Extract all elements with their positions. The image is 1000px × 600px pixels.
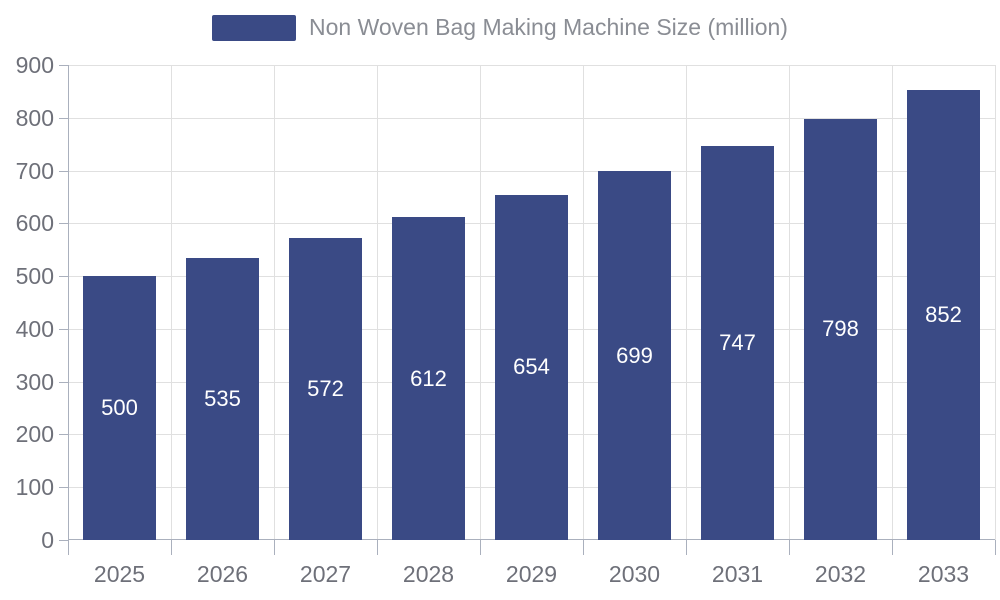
y-axis-tick-label: 0	[41, 527, 54, 553]
y-axis-tick	[59, 328, 68, 330]
bar-value-label: 535	[204, 385, 241, 411]
bar-value-label: 612	[410, 365, 447, 391]
y-axis-tick-label: 600	[15, 210, 54, 237]
x-axis-tick	[171, 540, 172, 555]
x-axis-tick	[274, 540, 275, 555]
y-axis-tick-label: 100	[15, 474, 54, 501]
x-axis-tick-label: 2029	[505, 561, 558, 587]
y-axis-tick	[59, 276, 68, 278]
y-axis-tick-label: 300	[15, 368, 54, 395]
y-axis-tick-label: 900	[15, 52, 54, 78]
x-axis-tick-label: 2030	[608, 561, 661, 587]
bar[interactable]: 699	[598, 171, 671, 540]
gridline-vertical	[686, 65, 687, 540]
y-axis-tick-label: 200	[15, 421, 54, 448]
x-axis-tick	[686, 540, 687, 555]
bar-value-label: 500	[101, 395, 138, 421]
legend-swatch	[212, 14, 297, 41]
gridline-horizontal	[68, 117, 995, 119]
bar-value-label: 654	[513, 354, 550, 380]
gridline-vertical	[377, 65, 378, 540]
y-axis-tick	[59, 65, 68, 66]
x-axis-tick	[892, 540, 893, 555]
x-axis-tick	[480, 540, 481, 555]
y-axis-tick	[59, 434, 68, 436]
y-axis-tick-label: 400	[15, 315, 54, 342]
gridline-vertical	[274, 65, 275, 540]
bar[interactable]: 572	[289, 238, 362, 540]
x-axis-tick	[377, 540, 378, 555]
gridline-vertical	[789, 65, 790, 540]
bar[interactable]: 798	[804, 118, 877, 540]
gridline-vertical	[171, 65, 172, 540]
x-axis-tick	[583, 540, 584, 555]
y-axis-tick	[59, 487, 68, 489]
x-axis-tick	[789, 540, 790, 555]
gridline-vertical	[480, 65, 481, 540]
x-axis-tick-label: 2033	[917, 561, 970, 587]
y-axis-tick	[59, 223, 68, 225]
y-axis-line	[68, 65, 69, 540]
bar[interactable]: 535	[186, 257, 259, 540]
x-axis-tick	[995, 540, 996, 555]
x-axis-tick-label: 2032	[814, 561, 867, 587]
x-axis-tick	[68, 540, 69, 555]
x-axis-tick-label: 2027	[299, 561, 352, 587]
gridline-horizontal	[68, 65, 995, 66]
y-axis-tick	[59, 117, 68, 119]
y-axis-tick-label: 700	[15, 157, 54, 184]
bar[interactable]: 852	[907, 90, 980, 540]
y-axis-tick	[59, 170, 68, 172]
x-axis-tick-label: 2025	[93, 561, 146, 587]
y-axis-tick-label: 500	[15, 263, 54, 290]
bar-value-label: 747	[719, 329, 756, 355]
bar-value-label: 852	[925, 302, 962, 328]
gridline-vertical	[583, 65, 584, 540]
bar[interactable]: 500	[83, 276, 156, 540]
gridline-horizontal	[68, 170, 995, 172]
x-axis-tick-label: 2028	[402, 561, 455, 587]
plot-area: 500 535 572 612 654 699 747 798 852	[68, 65, 996, 540]
bar[interactable]: 612	[392, 217, 465, 540]
y-axis-tick	[59, 381, 68, 383]
bar-value-label: 572	[307, 376, 344, 402]
legend-label: Non Woven Bag Making Machine Size (milli…	[309, 14, 788, 40]
gridline-vertical	[892, 65, 893, 540]
gridline-vertical	[995, 65, 996, 540]
bar-value-label: 798	[822, 316, 859, 342]
bar[interactable]: 747	[701, 145, 774, 540]
bar[interactable]: 654	[495, 194, 568, 540]
bar-value-label: 699	[616, 342, 653, 368]
x-axis-tick-label: 2031	[711, 561, 764, 587]
y-axis-tick-label: 800	[15, 104, 54, 131]
x-axis-tick-label: 2026	[196, 561, 249, 587]
legend[interactable]: Non Woven Bag Making Machine Size (milli…	[0, 14, 1000, 41]
y-axis-tick	[59, 540, 68, 541]
